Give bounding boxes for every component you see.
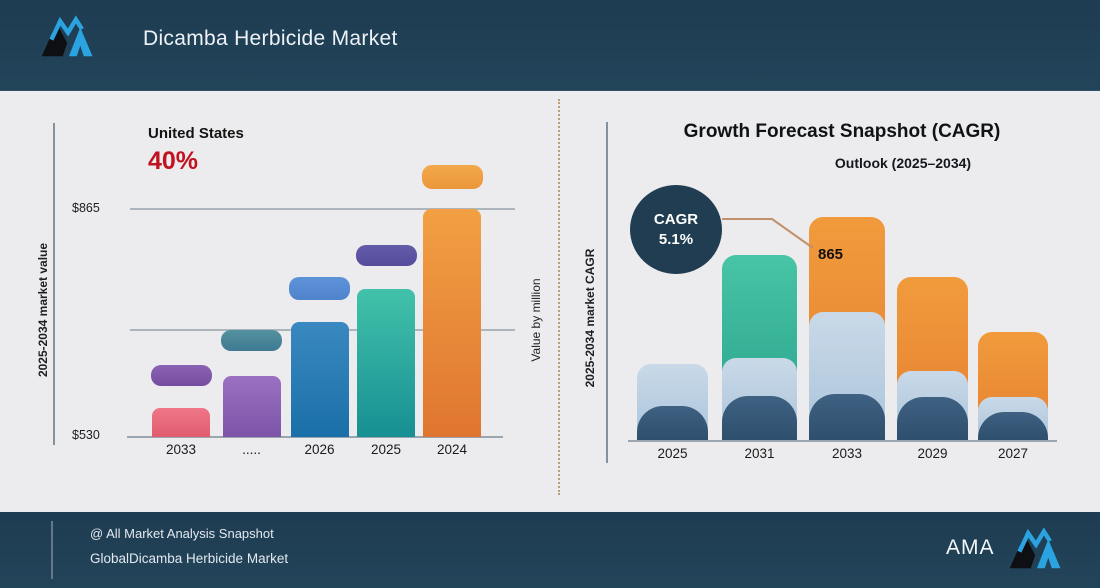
x-tick-label: 2029 [917, 446, 948, 461]
x-tick-label: 2031 [744, 446, 775, 461]
page-title: Dicamba Herbicide Market [143, 27, 398, 50]
cagr-badge-value: 5.1% [658, 230, 694, 248]
ama-logo-icon [41, 15, 93, 57]
us-market-bar-..... [222, 375, 281, 437]
y-tick-865: $865 [72, 201, 100, 215]
value-by-million-label: Value by million [529, 278, 543, 362]
stack-base-2033 [809, 394, 885, 440]
left-x-axis-line [127, 436, 503, 438]
footer-separator [51, 521, 53, 579]
floating-cap-..... [221, 329, 282, 352]
left-y-axis-line [53, 123, 55, 445]
floating-cap-2026 [289, 277, 350, 300]
right-y-axis-line [606, 122, 608, 463]
footer-band [0, 512, 1100, 588]
cagr-badge: CAGR 5.1% [630, 185, 722, 274]
floating-cap-2024 [421, 164, 483, 189]
right-chart-subtitle: Outlook (2025–2034) [834, 155, 972, 171]
left-chart-highlight: 40% [148, 147, 199, 175]
header-band [0, 0, 1100, 91]
x-tick-label: ..... [242, 442, 261, 457]
x-tick-label: 2033 [831, 446, 863, 461]
x-tick-label: 2033 [165, 442, 197, 457]
x-tick-label: 2026 [304, 442, 335, 457]
us-market-bar-2025 [357, 288, 415, 437]
panel-divider [558, 99, 560, 495]
left-chart-title: United States [148, 125, 244, 142]
left-y-axis-title: 2025-2034 market value [36, 242, 50, 378]
right-x-axis-line [628, 440, 1057, 442]
stack-base-2029 [897, 397, 968, 440]
bar-value-annotation: 865 [818, 246, 844, 263]
right-y-axis-title: 2025-2034 market CAGR [583, 248, 597, 388]
right-chart-title: Growth Forecast Snapshot (CAGR) [683, 121, 1001, 142]
floating-cap-2025 [355, 245, 417, 267]
us-market-bar-2026 [290, 321, 349, 437]
footer-market-line: GlobalDicamba Herbicide Market [90, 551, 289, 566]
floating-cap-2033 [150, 365, 212, 386]
stack-base-2031 [722, 396, 797, 440]
stack-base-2025 [637, 406, 708, 440]
x-tick-label: 2025 [370, 442, 402, 457]
us-market-bar-2033 [152, 407, 210, 437]
cagr-badge-label: CAGR [653, 211, 699, 228]
us-market-bar-2024 [423, 208, 481, 437]
y-tick-530: $530 [72, 428, 100, 442]
x-tick-label: 2024 [436, 442, 468, 457]
footer-ama-logo-icon [1009, 528, 1061, 569]
x-tick-label: 2027 [997, 446, 1029, 461]
stack-base-2027 [978, 412, 1048, 440]
gridline-865 [130, 208, 515, 210]
x-tick-label: 2025 [657, 446, 688, 461]
footer-brand-text: AMA [946, 536, 995, 559]
footer-source-line: @ All Market Analysis Snapshot [90, 526, 274, 541]
